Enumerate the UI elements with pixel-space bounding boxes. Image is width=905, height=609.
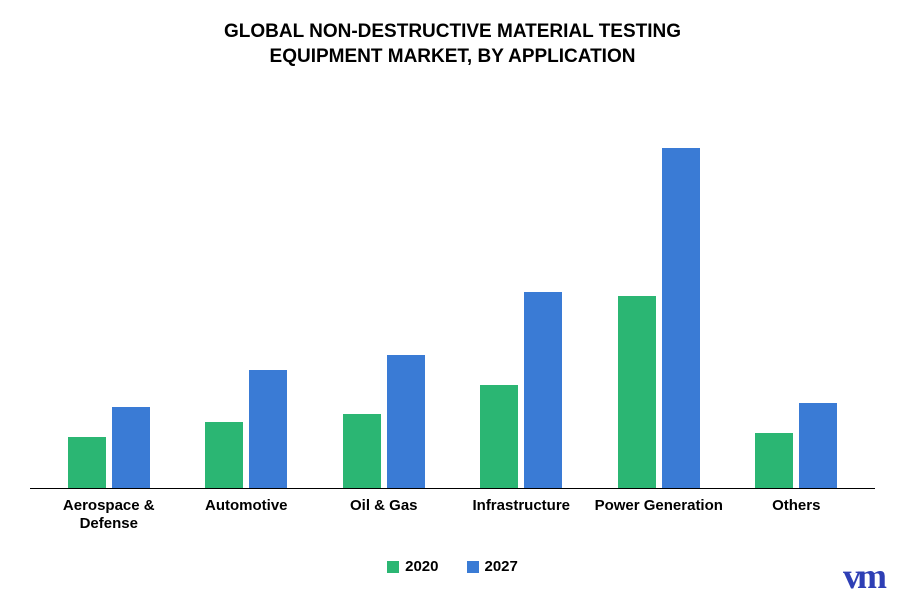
bar-group — [40, 407, 178, 488]
x-axis-label: Automotive — [178, 497, 316, 533]
bar — [524, 292, 562, 488]
legend-swatch — [467, 561, 479, 573]
bar-group — [728, 403, 866, 488]
bar — [112, 407, 150, 488]
bar — [205, 422, 243, 489]
x-axis-label: Power Generation — [590, 497, 728, 533]
bar — [68, 437, 106, 489]
bar — [480, 385, 518, 489]
bar — [618, 296, 656, 488]
bar — [343, 414, 381, 488]
chart-plot-area — [30, 119, 875, 489]
legend-item: 2027 — [467, 558, 518, 575]
chart-legend: 2020 2027 — [30, 558, 875, 575]
title-line-1: GLOBAL NON-DESTRUCTIVE MATERIAL TESTING — [133, 20, 773, 45]
x-axis-label: Oil & Gas — [315, 497, 453, 533]
bar — [799, 403, 837, 488]
bar — [387, 355, 425, 488]
brand-logo: vm — [843, 555, 883, 597]
bar — [249, 370, 287, 488]
bar-group — [453, 292, 591, 488]
legend-swatch — [387, 561, 399, 573]
bar-group — [590, 148, 728, 488]
bar-group — [315, 355, 453, 488]
chart-title: GLOBAL NON-DESTRUCTIVE MATERIAL TESTING … — [133, 20, 773, 69]
bar — [755, 433, 793, 489]
x-axis-label: Aerospace & Defense — [40, 497, 178, 533]
bar-group — [178, 370, 316, 488]
title-line-2: EQUIPMENT MARKET, BY APPLICATION — [133, 45, 773, 70]
x-axis-labels: Aerospace & DefenseAutomotiveOil & GasIn… — [30, 489, 875, 533]
legend-label: 2020 — [405, 558, 438, 575]
x-axis-label: Others — [728, 497, 866, 533]
legend-item: 2020 — [387, 558, 438, 575]
x-axis-label: Infrastructure — [453, 497, 591, 533]
bar — [662, 148, 700, 488]
legend-label: 2027 — [485, 558, 518, 575]
